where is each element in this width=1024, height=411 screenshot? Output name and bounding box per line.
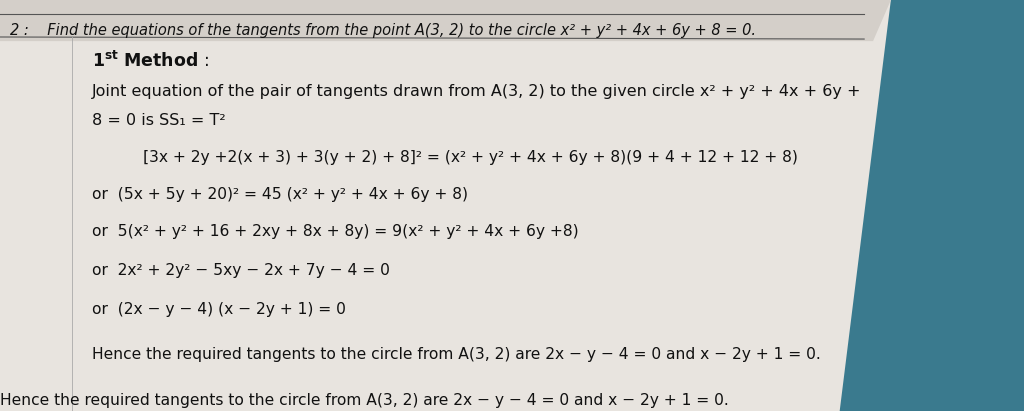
Text: 8 = 0 is SS₁ = T²: 8 = 0 is SS₁ = T² [92,113,225,128]
Text: Hence the required tangents to the circle from A(3, 2) are 2x − y − 4 = 0 and x : Hence the required tangents to the circl… [0,393,729,407]
Text: [3x + 2y +2(x + 3) + 3(y + 2) + 8]² = (x² + y² + 4x + 6y + 8)(9 + 4 + 12 + 12 + : [3x + 2y +2(x + 3) + 3(y + 2) + 8]² = (x… [143,150,799,165]
Text: 2 :    Find the equations of the tangents from the point A(3, 2) to the circle x: 2 : Find the equations of the tangents f… [10,23,757,37]
Text: or  2x² + 2y² − 5xy − 2x + 7y − 4 = 0: or 2x² + 2y² − 5xy − 2x + 7y − 4 = 0 [92,263,390,278]
Polygon shape [0,0,891,41]
Text: or  (2x − y − 4) (x − 2y + 1) = 0: or (2x − y − 4) (x − 2y + 1) = 0 [92,302,346,317]
Text: $\mathbf{1^{st}}$$\mathbf{\ Method}$ :: $\mathbf{1^{st}}$$\mathbf{\ Method}$ : [92,51,209,72]
Text: or  5(x² + y² + 16 + 2xy + 8x + 8y) = 9(x² + y² + 4x + 6y +8): or 5(x² + y² + 16 + 2xy + 8x + 8y) = 9(x… [92,224,579,239]
Text: Hence the required tangents to the circle from A(3, 2) are 2x − y − 4 = 0 and x : Hence the required tangents to the circl… [92,347,821,362]
Text: Joint equation of the pair of tangents drawn from A(3, 2) to the given circle x²: Joint equation of the pair of tangents d… [92,84,861,99]
Text: or  (5x + 5y + 20)² = 45 (x² + y² + 4x + 6y + 8): or (5x + 5y + 20)² = 45 (x² + y² + 4x + … [92,187,468,202]
Polygon shape [0,0,891,411]
